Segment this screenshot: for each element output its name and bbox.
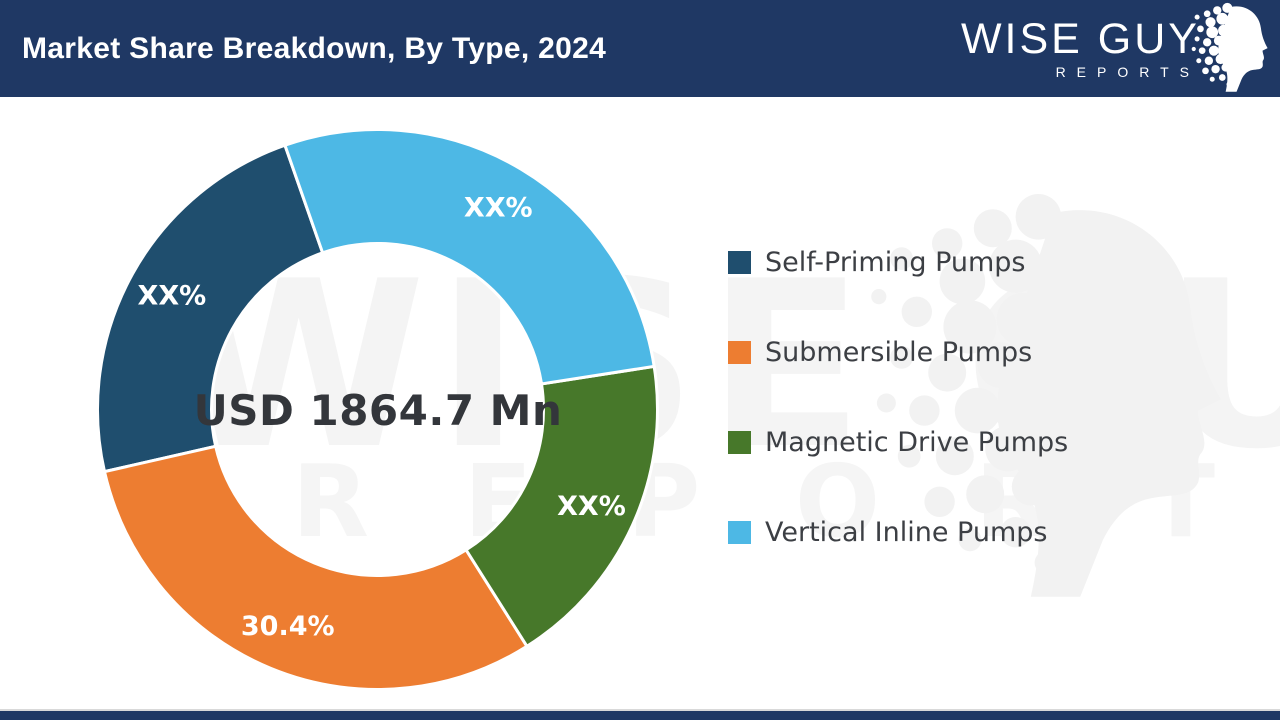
legend-label: Submersible Pumps bbox=[765, 336, 1033, 368]
slice-label-3: XX% bbox=[464, 192, 533, 223]
donut-segment-2 bbox=[464, 364, 659, 649]
chart-center-value: USD 1864.7 Mn bbox=[193, 386, 563, 435]
slice-label-2: XX% bbox=[557, 491, 626, 522]
footer-bar bbox=[0, 711, 1280, 720]
footer-divider bbox=[0, 709, 1280, 711]
legend-item-submersible-pumps: Submersible Pumps bbox=[728, 336, 1068, 368]
donut-segment-0 bbox=[96, 143, 325, 474]
legend-swatch-icon bbox=[728, 250, 751, 274]
legend-swatch-icon bbox=[728, 520, 751, 544]
header-bar: Market Share Breakdown, By Type, 2024 WI… bbox=[0, 0, 1280, 97]
slice-label-1: 30.4% bbox=[241, 611, 335, 642]
legend-item-vertical-inline-pumps: Vertical Inline Pumps bbox=[728, 516, 1068, 548]
legend-swatch-icon bbox=[728, 340, 751, 364]
legend-label: Self-Priming Pumps bbox=[765, 246, 1026, 278]
donut-segment-3 bbox=[283, 128, 656, 386]
slice-label-0: XX% bbox=[138, 280, 207, 311]
legend-item-self-priming-pumps: Self-Priming Pumps bbox=[728, 246, 1068, 278]
logo-text: WISE GUY REPORTS bbox=[960, 14, 1200, 80]
donut-chart: XX% 30.4% XX% XX% bbox=[96, 128, 659, 691]
legend-swatch-icon bbox=[728, 430, 751, 454]
legend-label: Vertical Inline Pumps bbox=[765, 516, 1048, 548]
donut-segment-1 bbox=[102, 444, 530, 691]
logo-subtitle: REPORTS bbox=[1055, 63, 1200, 80]
chart-legend: Self-Priming Pumps Submersible Pumps Mag… bbox=[728, 246, 1069, 609]
wise-guy-reports-logo: WISE GUY REPORTS bbox=[961, 2, 1280, 96]
legend-label: Magnetic Drive Pumps bbox=[765, 426, 1069, 458]
logo-wordmark: WISE GUY bbox=[960, 14, 1200, 63]
page-title: Market Share Breakdown, By Type, 2024 bbox=[22, 31, 607, 65]
legend-item-magnetic-drive-pumps: Magnetic Drive Pumps bbox=[728, 426, 1069, 458]
